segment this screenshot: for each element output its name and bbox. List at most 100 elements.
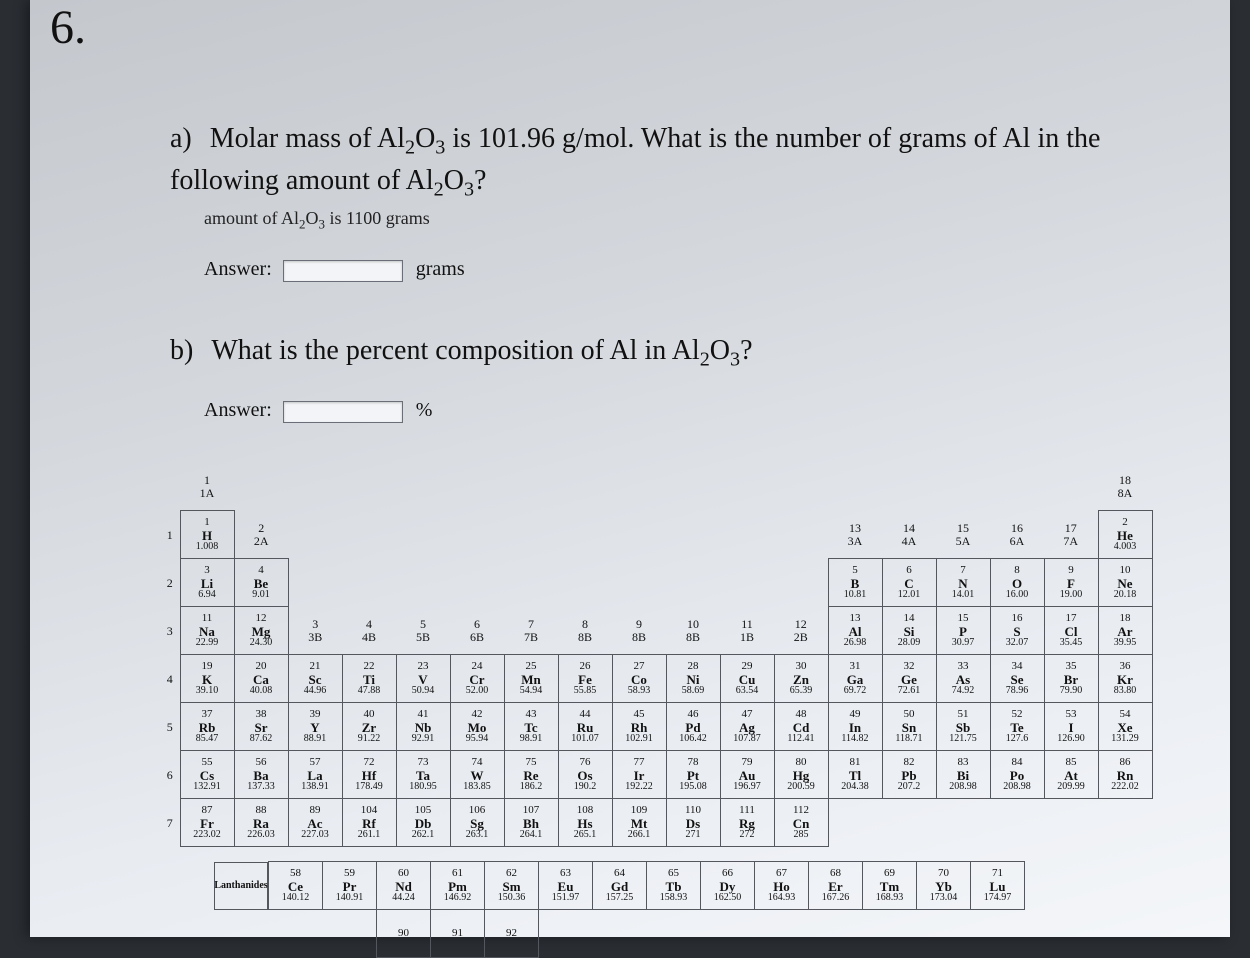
element-Sm: 62Sm150.36 — [485, 862, 539, 910]
element-He: 2He4.003 — [1098, 511, 1152, 559]
element-Eu: 63Eu151.97 — [539, 862, 593, 910]
text: ? — [474, 165, 486, 196]
blank — [504, 511, 558, 559]
element-Mo: 42Mo95.94 — [450, 703, 504, 751]
element-Rn: 86Rn222.02 — [1098, 751, 1152, 799]
blank — [720, 511, 774, 559]
part-a-answer-row: Answer: grams — [204, 258, 1190, 281]
blank — [1044, 463, 1098, 511]
element-Lu: 71Lu174.97 — [971, 862, 1025, 910]
element-Sr: 38Sr87.62 — [234, 703, 288, 751]
element-Tm: 69Tm168.93 — [863, 862, 917, 910]
blank — [882, 463, 936, 511]
group-label: 55B — [396, 607, 450, 655]
period-label: 5 — [160, 703, 180, 751]
blank — [666, 559, 720, 607]
blank — [160, 910, 214, 958]
element-Ir: 77Ir192.22 — [612, 751, 666, 799]
blank — [450, 463, 504, 511]
blank — [612, 463, 666, 511]
element-Br: 35Br79.90 — [1044, 655, 1098, 703]
blank — [558, 463, 612, 511]
answer-unit: grams — [416, 258, 465, 280]
element-N: 7N14.01 — [936, 559, 990, 607]
text: Molar mass of Al — [210, 123, 405, 154]
element-Pr: 59Pr140.91 — [323, 862, 377, 910]
element-Ru: 44Ru101.07 — [558, 703, 612, 751]
element-Ra: 88Ra226.03 — [234, 799, 288, 847]
element-Pd: 46Pd106.42 — [666, 703, 720, 751]
text: O — [444, 165, 464, 196]
answer-a-input[interactable] — [283, 260, 403, 282]
element-Ag: 47Ag107.87 — [720, 703, 774, 751]
blank — [612, 559, 666, 607]
blank — [504, 559, 558, 607]
element-Mg: 12Mg24.30 — [234, 607, 288, 655]
blank — [990, 799, 1044, 847]
group-label: 166A — [990, 511, 1044, 559]
blank — [666, 463, 720, 511]
element-Al: 13Al26.98 — [828, 607, 882, 655]
element-partial: 90 — [377, 910, 431, 958]
question-number: 6. — [50, 0, 86, 55]
element-Ca: 20Ca40.08 — [234, 655, 288, 703]
text: What is the percent composition of Al in… — [211, 335, 699, 366]
group-label: 88B — [558, 607, 612, 655]
element-Y: 39Y88.91 — [288, 703, 342, 751]
part-b-answer-row: Answer: % — [204, 399, 1190, 422]
element-Ge: 32Ge72.61 — [882, 655, 936, 703]
blank — [288, 463, 342, 511]
answer-b-input[interactable] — [283, 401, 403, 423]
answer-label: Answer: — [204, 258, 272, 280]
element-Mt: 109Mt266.1 — [612, 799, 666, 847]
element-Po: 84Po208.98 — [990, 751, 1044, 799]
element-In: 49In114.82 — [828, 703, 882, 751]
element-Hs: 108Hs265.1 — [558, 799, 612, 847]
sub: 2 — [405, 137, 415, 159]
group-label: 66B — [450, 607, 504, 655]
element-Tb: 65Tb158.93 — [647, 862, 701, 910]
blank — [990, 463, 1044, 511]
element-Sb: 51Sb121.75 — [936, 703, 990, 751]
blank — [234, 463, 288, 511]
group-label: 77B — [504, 607, 558, 655]
element-Hf: 72Hf178.49 — [342, 751, 396, 799]
blank — [288, 559, 342, 607]
element-Sg: 106Sg263.1 — [450, 799, 504, 847]
blank — [396, 463, 450, 511]
blank — [774, 511, 828, 559]
blank — [396, 511, 450, 559]
element-Pt: 78Pt195.08 — [666, 751, 720, 799]
element-W: 74W183.85 — [450, 751, 504, 799]
period-label: 4 — [160, 655, 180, 703]
text: O — [305, 208, 318, 228]
group-label: 108B — [666, 607, 720, 655]
element-S: 16S32.07 — [990, 607, 1044, 655]
blank — [558, 511, 612, 559]
blank — [450, 511, 504, 559]
element-Cr: 24Cr52.00 — [450, 655, 504, 703]
blank — [396, 559, 450, 607]
sub: 2 — [700, 348, 710, 370]
element-partial: 91 — [431, 910, 485, 958]
blank — [342, 559, 396, 607]
blank — [160, 862, 214, 910]
answer-label: Answer: — [204, 399, 272, 421]
group-label: 155A — [936, 511, 990, 559]
group-label: 177A — [1044, 511, 1098, 559]
element-K: 19K39.10 — [180, 655, 234, 703]
element-Dy: 66Dy162.50 — [701, 862, 755, 910]
part-a: a) Molar mass of Al2O3 is 101.96 g/mol. … — [170, 120, 1190, 282]
element-Nb: 41Nb92.91 — [396, 703, 450, 751]
element-Xe: 54Xe131.29 — [1098, 703, 1152, 751]
text: O — [710, 335, 730, 366]
element-Ac: 89Ac227.03 — [288, 799, 342, 847]
element-Au: 79Au196.97 — [720, 751, 774, 799]
group-label: 98B — [612, 607, 666, 655]
element-Ho: 67Ho164.93 — [755, 862, 809, 910]
period-label: 7 — [160, 799, 180, 847]
element-Cd: 48Cd112.41 — [774, 703, 828, 751]
blank — [1044, 799, 1098, 847]
group-label: 122B — [774, 607, 828, 655]
blank — [214, 910, 377, 958]
